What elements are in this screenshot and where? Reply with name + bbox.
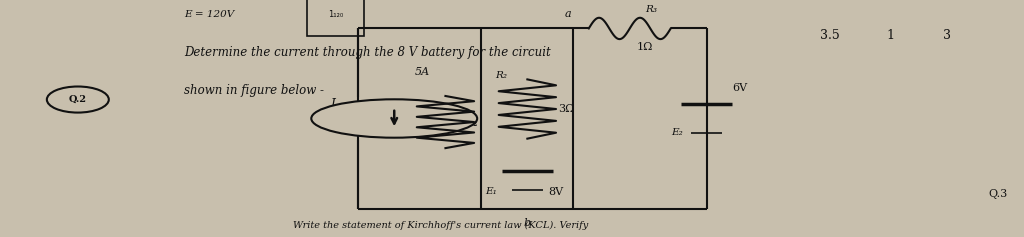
Text: E₂: E₂ (671, 128, 682, 137)
Text: 1: 1 (887, 29, 895, 42)
Text: 1₁₂₀: 1₁₂₀ (328, 10, 343, 19)
Text: E = 120V: E = 120V (184, 10, 234, 19)
Text: E₁: E₁ (485, 187, 497, 196)
Text: Determine the current through the 8 V battery for the circuit: Determine the current through the 8 V ba… (184, 46, 551, 59)
Text: 1Ω: 1Ω (637, 42, 653, 52)
Text: 5A: 5A (415, 67, 430, 77)
Text: 2Ω: 2Ω (461, 118, 477, 128)
Text: Q.2: Q.2 (69, 95, 87, 104)
Text: R₂: R₂ (495, 71, 507, 80)
Text: a: a (565, 9, 571, 19)
Text: R₁: R₁ (416, 100, 428, 109)
FancyBboxPatch shape (307, 0, 364, 36)
Circle shape (311, 99, 477, 138)
Text: 6V: 6V (732, 83, 748, 93)
Text: 3Ω: 3Ω (558, 104, 574, 114)
Text: Write the statement of Kirchhoff's current law (KCL). Verify: Write the statement of Kirchhoff's curre… (293, 221, 588, 230)
Text: 8V: 8V (548, 187, 563, 197)
Text: 3: 3 (943, 29, 951, 42)
Text: shown in figure below -: shown in figure below - (184, 84, 325, 96)
Text: Q.3: Q.3 (989, 189, 1008, 199)
Text: R₃: R₃ (645, 5, 657, 14)
Ellipse shape (47, 87, 109, 113)
Text: I: I (331, 98, 335, 111)
Text: b: b (524, 218, 530, 228)
Text: 3.5: 3.5 (819, 29, 840, 42)
